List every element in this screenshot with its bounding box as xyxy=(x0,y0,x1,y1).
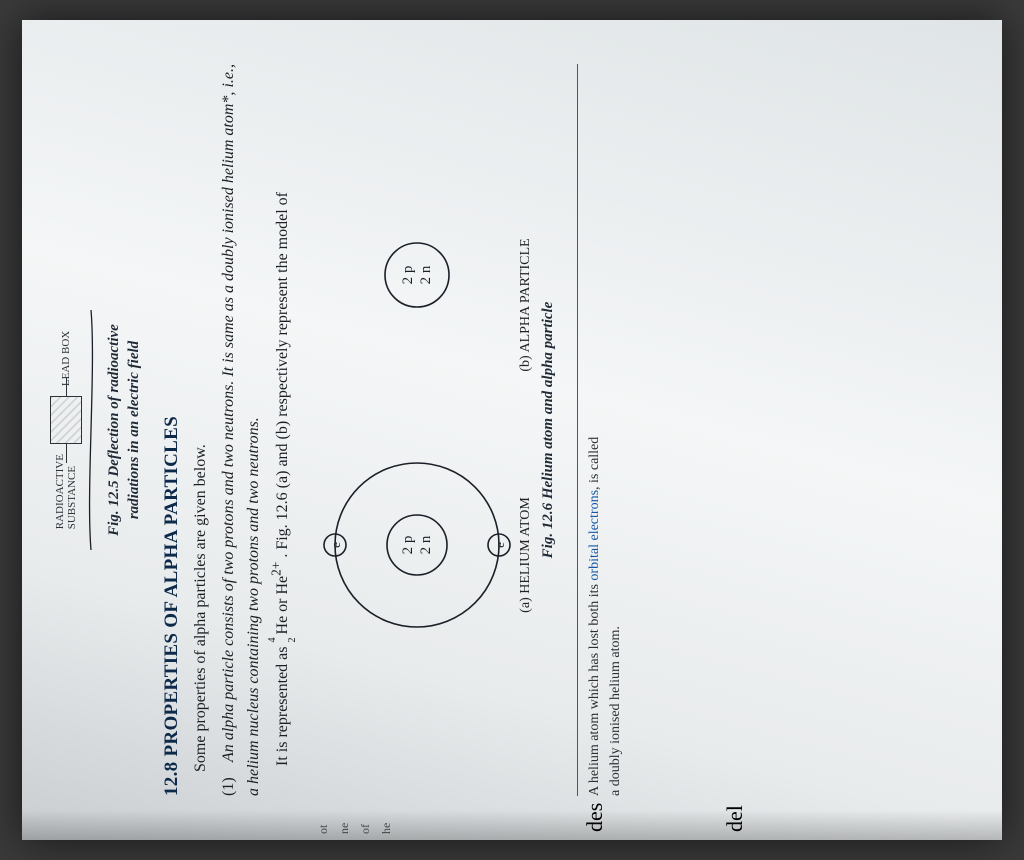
rep-tail: . Fig. 12.6 (a) and (b) respectively rep… xyxy=(274,192,291,558)
frag-4: he xyxy=(379,823,394,834)
he-symbol: He xyxy=(274,616,291,635)
helium-atom-diagram: 2 p 2 n e e xyxy=(322,450,512,640)
svg-text:e: e xyxy=(328,542,343,548)
item-1: (1) An alpha particle consists of two pr… xyxy=(217,64,296,796)
svg-text:e: e xyxy=(492,542,507,548)
hand-annotation-1: des xyxy=(582,803,608,832)
hand-annotation-2: del xyxy=(722,805,748,832)
intro-paragraph: Some properties of alpha particles are g… xyxy=(189,64,214,796)
svg-text:2 n: 2 n xyxy=(418,535,434,554)
footnote-marker: * xyxy=(220,96,237,104)
subcaption-b: (b) ALPHA PARTICLE xyxy=(518,225,534,385)
page: ot ne of he RADIOACTIVE SUBSTANCE LEAD B… xyxy=(22,20,1002,840)
item1-main: An alpha particle consists of two proton… xyxy=(220,104,237,762)
gutter-fragments: ot ne of he xyxy=(316,823,400,834)
lead-box-icon xyxy=(50,396,82,444)
alpha-particle-diagram: 2 p 2 n xyxy=(362,220,472,330)
fig-12-6-row: 2 p 2 n e e 2 p 2 n xyxy=(322,64,512,796)
deflection-diagram-fragment: RADIOACTIVE SUBSTANCE LEAD BOX xyxy=(50,64,98,796)
radioactive-substance-label: RADIOACTIVE SUBSTANCE xyxy=(54,454,78,529)
section-heading: 12.8 PROPERTIES OF ALPHA PARTICLES xyxy=(161,64,183,796)
field-line-icon xyxy=(84,310,98,550)
section-number: 12.8 xyxy=(161,762,182,796)
frag-3: of xyxy=(358,823,373,834)
rep-prefix: It is represented as xyxy=(274,642,291,766)
rep-or: or He xyxy=(274,576,291,612)
footnote-line1: A helium atom which has lost both its or… xyxy=(587,437,602,796)
subcaption-a: (a) HELIUM ATOM xyxy=(518,475,534,635)
svg-text:2 n: 2 n xyxy=(418,265,434,284)
frag-2: ne xyxy=(337,823,352,834)
svg-text:2 p: 2 p xyxy=(400,266,416,285)
representation-line: It is represented as 4 2 He or He2+ . Fi… xyxy=(274,192,291,766)
footnote: A helium atom which has lost both its or… xyxy=(577,64,626,796)
item-number: (1) xyxy=(217,766,242,796)
fig-12-5-line1: Fig. 12.5 Deflection of radioactive xyxy=(106,324,122,536)
frag-1: ot xyxy=(316,823,331,834)
fig-12-6-caption: Fig. 12.6 Helium atom and alpha particle xyxy=(540,64,557,796)
he-charge: 2+ xyxy=(269,562,284,576)
section-title: PROPERTIES OF ALPHA PARTICLES xyxy=(161,416,182,756)
svg-text:2 p: 2 p xyxy=(400,536,416,555)
fig-12-5-line2: radiations in an electric field xyxy=(126,341,142,519)
fig-12-5-caption: Fig. 12.5 Deflection of radioactive radi… xyxy=(104,64,145,796)
intro-text: Some properties of alpha particles are g… xyxy=(189,64,214,796)
footnote-line2: a doubly ionised helium atom. xyxy=(608,626,623,796)
subcaption-row: (a) HELIUM ATOM (b) ALPHA PARTICLE xyxy=(518,64,534,796)
